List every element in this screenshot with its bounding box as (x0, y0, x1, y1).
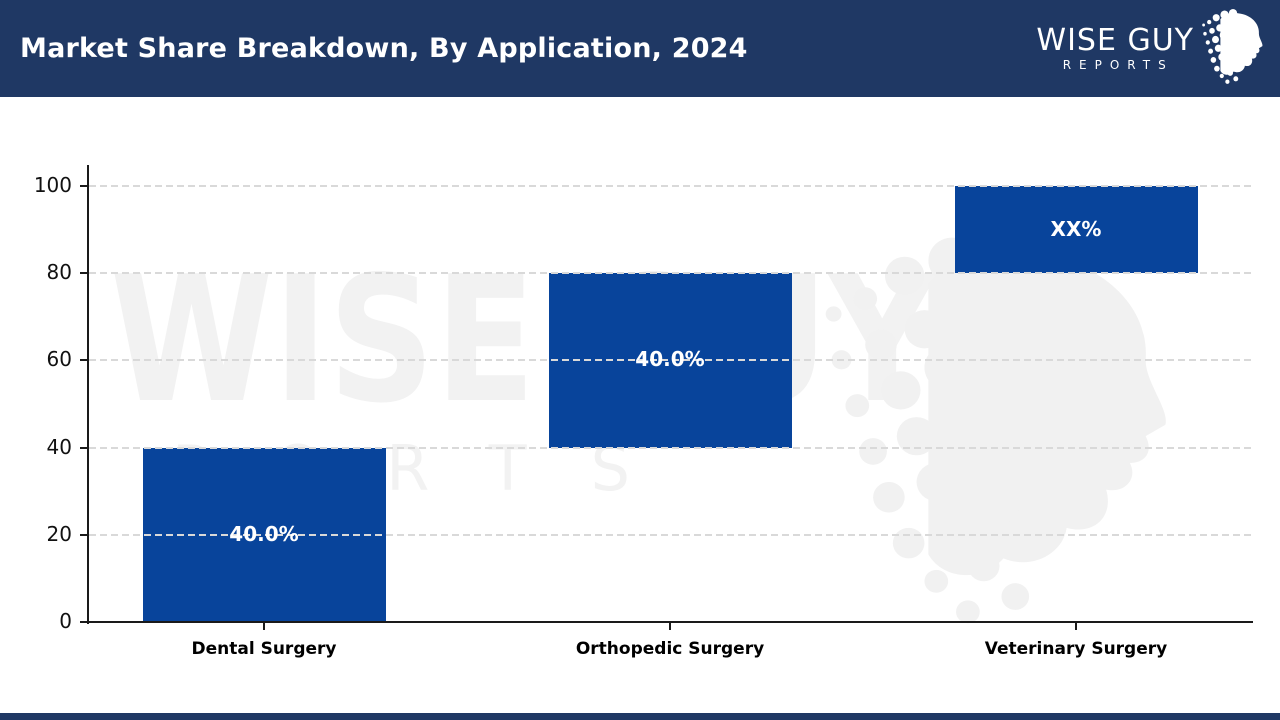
watermark-face-icon (825, 230, 1166, 624)
y-tick (80, 359, 87, 362)
y-tick (80, 272, 87, 275)
gridline (89, 272, 1253, 275)
header-bar: Market Share Breakdown, By Application, … (0, 0, 1280, 97)
x-tick (1075, 623, 1077, 630)
y-tick-label: 0 (59, 609, 72, 633)
x-tick (669, 623, 671, 630)
watermark-brand-text: WISE GUY (110, 239, 936, 442)
chart-title: Market Share Breakdown, By Application, … (20, 33, 748, 64)
bar-label: 40.0% (635, 347, 705, 372)
wiseguy-face-icon (1202, 8, 1263, 84)
footer-bar (0, 713, 1280, 720)
gridline (89, 446, 1253, 449)
y-tick-label: 60 (46, 347, 72, 372)
logo-reports-label: REPORTS (1062, 58, 1174, 72)
bar-label: XX% (1050, 216, 1102, 241)
y-axis-spine (87, 165, 89, 624)
y-tick (80, 621, 87, 623)
x-category-label: Veterinary Surgery (984, 639, 1168, 659)
x-category-label: Orthopedic Surgery (575, 639, 765, 659)
wiseguy-logo: WISE GUY REPORTS (1036, 8, 1280, 89)
y-tick-label: 80 (46, 260, 72, 285)
x-category-label: Dental Surgery (191, 639, 337, 659)
y-tick-label: 20 (46, 521, 72, 546)
bar-label: 40.0% (229, 521, 299, 546)
x-tick (263, 623, 265, 630)
gridline (89, 359, 1253, 362)
y-tick (80, 185, 87, 187)
y-tick-label: 100 (33, 173, 72, 197)
y-tick (80, 446, 87, 449)
logo-brand-label: WISE GUY (1036, 23, 1194, 58)
y-tick-label: 40 (46, 434, 72, 459)
x-axis-spine (87, 621, 1253, 623)
y-tick (80, 533, 87, 536)
logo-text: WISE GUY REPORTS (1036, 23, 1194, 72)
gridline (89, 185, 1253, 187)
gridline (89, 533, 1253, 536)
